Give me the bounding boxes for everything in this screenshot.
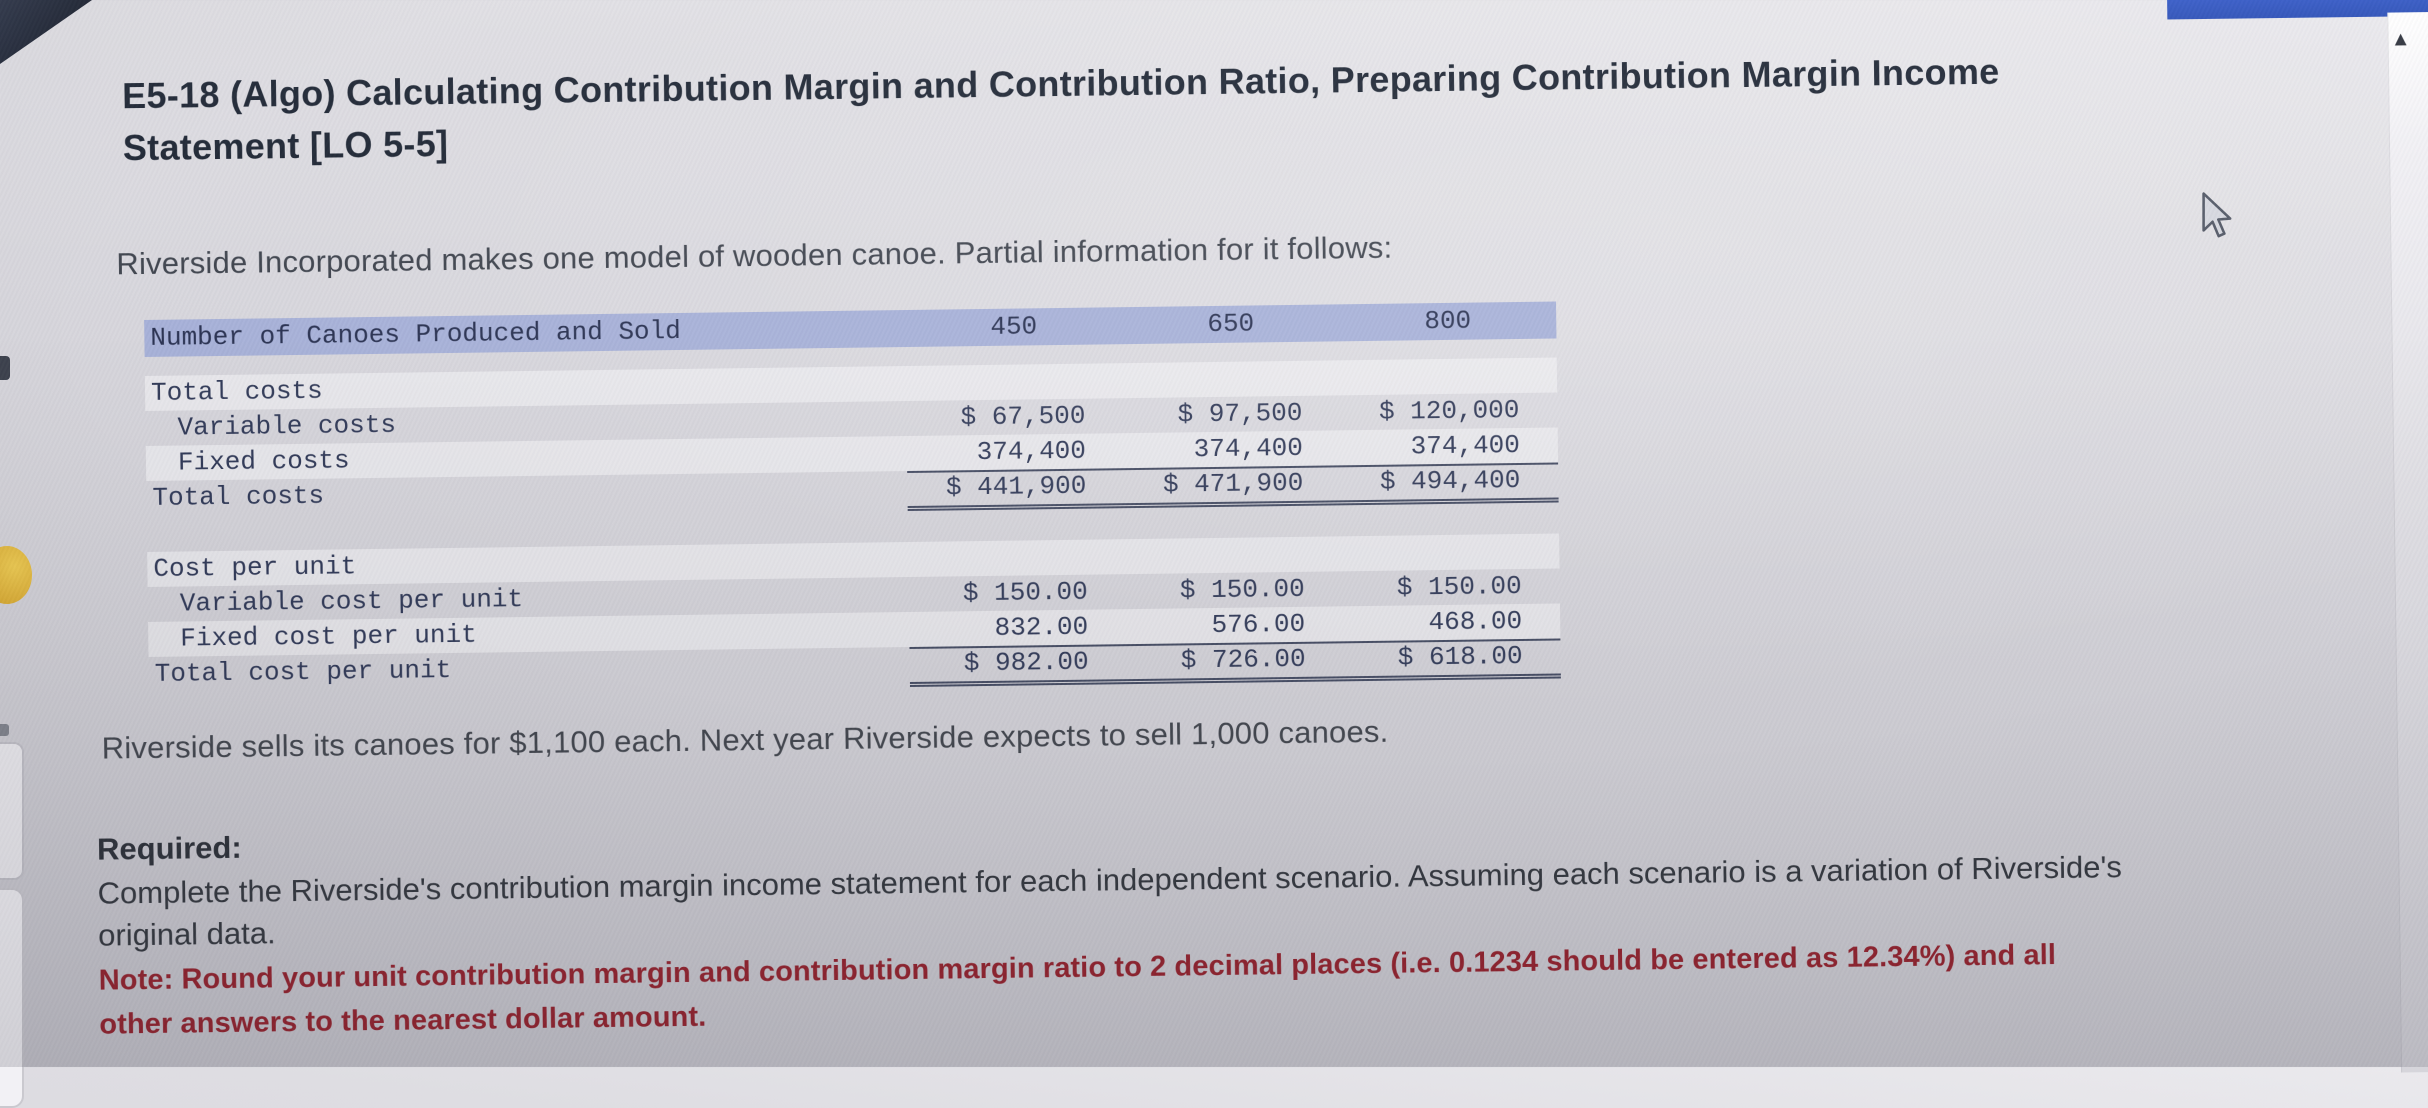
cost-value: 374,400 [1410, 429, 1521, 462]
mouse-cursor-icon [2202, 192, 2232, 238]
screen-content: E5-18 (Algo) Calculating Contribution Ma… [97, 0, 2428, 1073]
cost-value: 374,400 [976, 435, 1087, 468]
cost-value: $ 120,000 [1378, 394, 1520, 427]
assignment-title: E5-18 (Algo) Calculating Contribution Ma… [121, 50, 2000, 169]
row-label: Total cost per unit [154, 654, 452, 689]
cost-value: $ 494,400 [1379, 464, 1521, 497]
cost-value: $ 441,900 [945, 470, 1087, 503]
edge-mark [0, 724, 9, 736]
scroll-up-button[interactable]: ▲ [2390, 28, 2411, 51]
cost-value: $ 726.00 [1180, 643, 1306, 676]
cost-value [1125, 536, 1342, 574]
required-section: Required: Complete the Riverside's contr… [97, 801, 2210, 1047]
table-header-row: Number of Canoes Produced and Sold 450 6… [144, 301, 1557, 357]
intro-text: Riverside Incorporated makes one model o… [116, 229, 1393, 282]
edge-mark [0, 356, 10, 380]
cost-value [1340, 357, 1557, 395]
table-header-label: Number of Canoes Produced and Sold [150, 315, 681, 353]
cost-value: 468.00 [1428, 605, 1523, 638]
column-header-650: 650 [1207, 308, 1255, 340]
table-header-columns: 450 650 800 [905, 302, 1556, 348]
cost-value [908, 539, 1125, 577]
cost-value: $ 150.00 [962, 576, 1088, 609]
column-header-450: 450 [990, 311, 1038, 342]
cost-value: $ 67,500 [960, 400, 1086, 433]
cost-value: $ 982.00 [963, 646, 1089, 679]
cost-value: $ 150.00 [1179, 573, 1305, 606]
cost-value [1123, 360, 1340, 398]
cost-value: $ 471,900 [1162, 467, 1304, 500]
cost-value: 374,400 [1193, 432, 1304, 465]
cost-value: $ 97,500 [1177, 397, 1303, 430]
scrollbar-track[interactable] [2387, 12, 2428, 1073]
paper-edge [0, 888, 24, 1108]
cost-table: Number of Canoes Produced and Sold 450 6… [144, 301, 1561, 692]
cost-value: $ 618.00 [1397, 640, 1523, 673]
column-header-800: 800 [1424, 305, 1472, 337]
cost-value [906, 363, 1123, 401]
sales-expectation-text: Riverside sells its canoes for $1,100 ea… [101, 713, 1389, 766]
cost-value: 576.00 [1211, 608, 1306, 641]
cost-value: $ 150.00 [1396, 570, 1522, 603]
paper-edge [0, 742, 24, 880]
cost-value: 832.00 [994, 611, 1089, 643]
row-label: Total costs [152, 480, 325, 513]
cost-value [1342, 533, 1559, 571]
